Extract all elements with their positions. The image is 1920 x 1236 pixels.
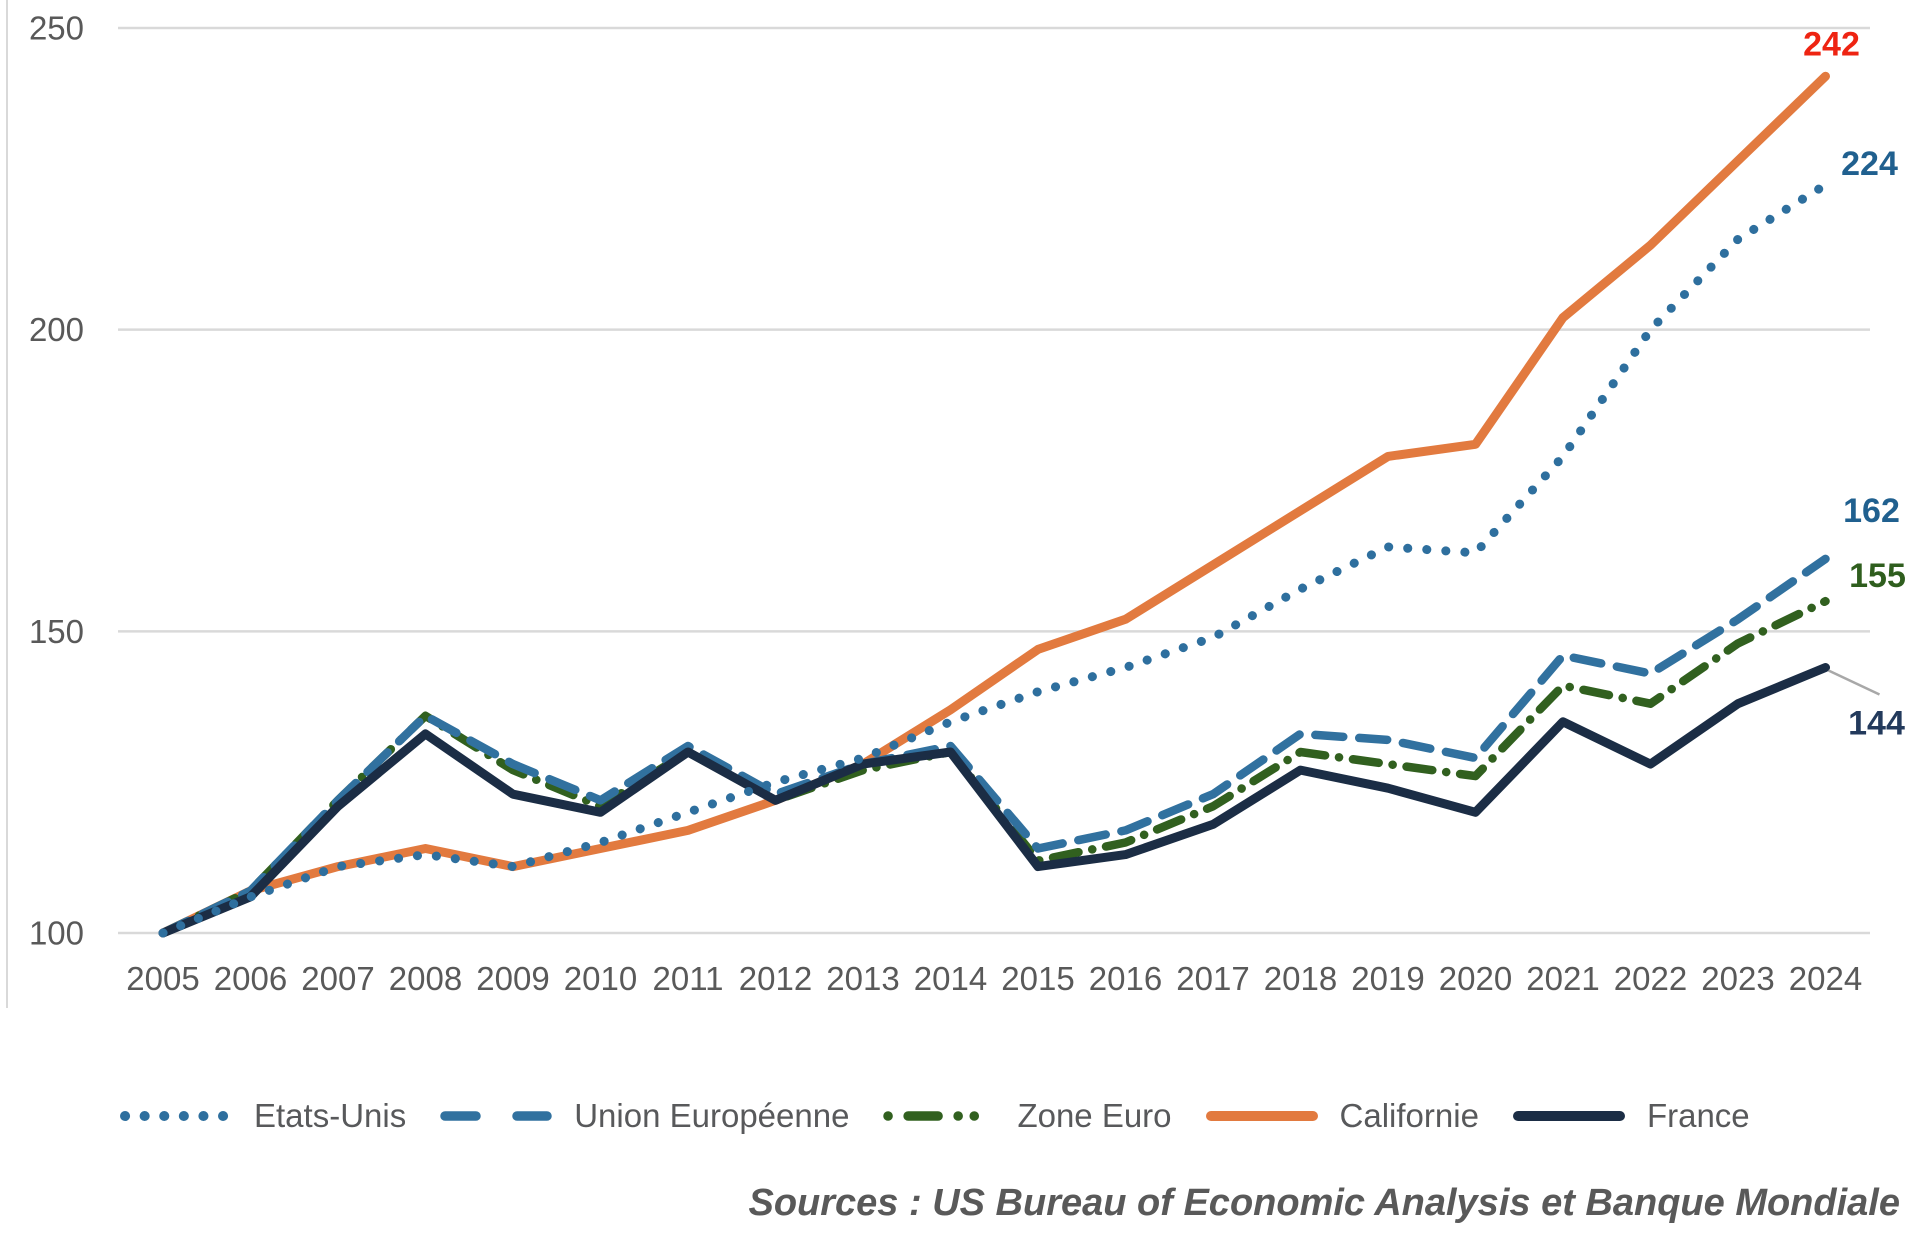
legend-line-sample-france-icon (1512, 1111, 1625, 1121)
end-label-leader-france (1827, 669, 1881, 696)
y-tick-label-250: 250 (29, 10, 84, 47)
x-tick-label-2019: 2019 (1351, 960, 1424, 997)
end-label-224: 224 (1841, 145, 1898, 183)
chart-legend: Etats-Unis Union Européenne Zone Euro Calif… (120, 1090, 1784, 1142)
x-tick-label-2022: 2022 (1614, 960, 1687, 997)
x-tick-label-2016: 2016 (1089, 960, 1162, 997)
x-tick-label-2008: 2008 (389, 960, 462, 997)
x-tick-label-2009: 2009 (476, 960, 549, 997)
end-label-242: 242 (1803, 25, 1860, 63)
legend-line-sample-zone-euro-icon (883, 1111, 996, 1121)
legend-label-etats-unis: Etats-Unis (254, 1097, 407, 1134)
x-tick-label-2012: 2012 (739, 960, 812, 997)
x-tick-label-2023: 2023 (1701, 960, 1774, 997)
legend-item-france: France (1512, 1090, 1750, 1142)
x-tick-label-2017: 2017 (1176, 960, 1249, 997)
x-tick-label-2020: 2020 (1439, 960, 1512, 997)
legend-label-union-europ-enne: Union Européenne (574, 1097, 850, 1134)
end-label-162: 162 (1843, 492, 1900, 530)
source-note: Sources : US Bureau of Economic Analysis… (748, 1182, 1900, 1224)
series-line-etats-unis (158, 180, 1830, 938)
series-line-californie (158, 71, 1830, 938)
y-tick-label-200: 200 (29, 311, 84, 348)
x-tick-label-2021: 2021 (1526, 960, 1599, 997)
legend-label-france: France (1646, 1097, 1750, 1134)
end-label-144: 144 (1848, 705, 1905, 743)
x-tick-label-2005: 2005 (126, 960, 199, 997)
series-line-union-europ-enne (158, 554, 1830, 938)
x-tick-label-2010: 2010 (564, 960, 637, 997)
legend-label-californie: Californie (1339, 1097, 1479, 1134)
legend-line-sample-union-europ-enne-icon (440, 1111, 552, 1121)
legend-label-zone-euro: Zone Euro (1017, 1097, 1172, 1134)
legend-line-sample-californie-icon (1205, 1111, 1318, 1121)
x-tick-label-2013: 2013 (826, 960, 899, 997)
x-tick-label-2014: 2014 (914, 960, 987, 997)
x-tick-label-2018: 2018 (1264, 960, 1337, 997)
legend-item-zone-euro: Zone Euro (883, 1090, 1172, 1142)
x-tick-label-2007: 2007 (301, 960, 374, 997)
series-line-france (158, 663, 1830, 938)
x-tick-label-2015: 2015 (1001, 960, 1074, 997)
series-line-zone-euro (158, 596, 1830, 938)
y-tick-label-150: 150 (29, 613, 84, 650)
x-tick-label-2006: 2006 (214, 960, 287, 997)
legend-item-etats-unis: Etats-Unis (120, 1090, 406, 1142)
legend-item-union-europ-enne: Union Européenne (440, 1090, 849, 1142)
x-tick-label-2024: 2024 (1789, 960, 1862, 997)
legend-item-californie: Californie (1205, 1090, 1479, 1142)
y-tick-label-100: 100 (29, 915, 84, 952)
x-tick-label-2011: 2011 (653, 960, 724, 997)
chart-canvas: 100 150 200 250 2005 2006 2007 2008 2009 2010 2011… (6, 0, 1906, 1008)
end-label-155: 155 (1849, 557, 1906, 595)
legend-line-sample-etats-unis-icon (120, 1111, 232, 1121)
